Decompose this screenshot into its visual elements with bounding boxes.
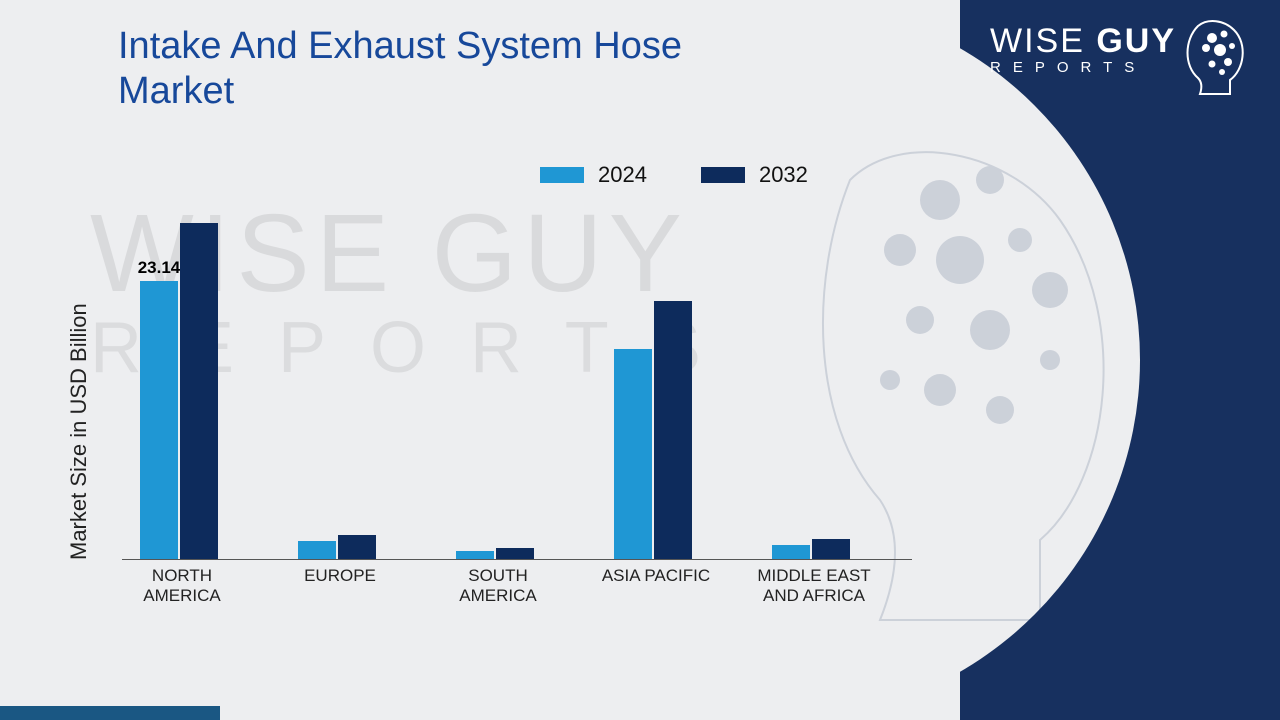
bottom-accent-bar (0, 706, 220, 720)
legend: 2024 2032 (540, 162, 808, 188)
chart-title: Intake And Exhaust System Hose Market (118, 24, 778, 114)
brand-line1b: GUY (1096, 22, 1176, 60)
legend-swatch-2032 (701, 167, 745, 183)
bar-2032 (496, 548, 534, 559)
category-label: SOUTH AMERICA (428, 560, 568, 606)
brand-logo: WISE GUY REPORTS (990, 22, 1250, 76)
category-label: NORTH AMERICA (112, 560, 252, 606)
bar-2032 (812, 539, 850, 559)
category-label: EUROPE (270, 560, 410, 586)
brand-head-icon (1178, 18, 1256, 96)
bar-2024 (140, 281, 178, 559)
brand-line1a: WISE (990, 22, 1085, 60)
category-label: MIDDLE EAST AND AFRICA (744, 560, 884, 606)
legend-item-2024: 2024 (540, 162, 647, 188)
bar-2032 (338, 535, 376, 559)
bar-2024 (614, 349, 652, 559)
bar-2032 (654, 301, 692, 559)
legend-swatch-2024 (540, 167, 584, 183)
category-label: ASIA PACIFIC (586, 560, 726, 586)
bar-2032 (180, 223, 218, 559)
legend-label-2024: 2024 (598, 162, 647, 188)
legend-label-2032: 2032 (759, 162, 808, 188)
chart-card: WISE GUY REPORTS WISE GUY REPORTS Intake… (0, 0, 1280, 720)
bar-2024 (456, 551, 494, 559)
legend-item-2032: 2032 (701, 162, 808, 188)
bar-value-label: 23.14 (131, 258, 187, 278)
y-axis-label: Market Size in USD Billion (66, 303, 92, 560)
bar-2024 (298, 541, 336, 559)
plot-area: 23.14NORTH AMERICAEUROPESOUTH AMERICAASI… (122, 200, 912, 560)
bar-2024 (772, 545, 810, 559)
